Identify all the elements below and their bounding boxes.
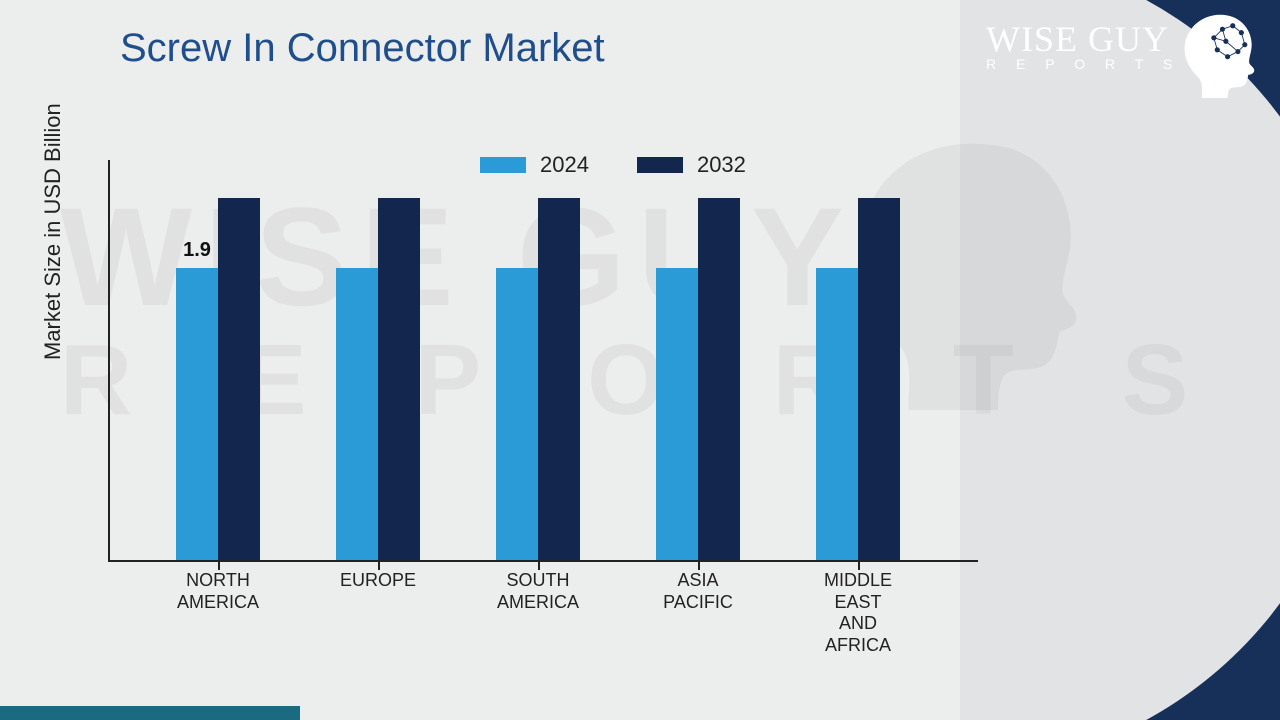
bar-value-label: 1.9 — [183, 239, 211, 262]
accent-bar — [0, 706, 300, 720]
bar — [858, 198, 900, 560]
bar — [176, 268, 218, 560]
category-label: NORTHAMERICA — [148, 570, 288, 613]
bar — [698, 198, 740, 560]
x-tick — [538, 560, 540, 570]
x-tick — [698, 560, 700, 570]
bar — [378, 198, 420, 560]
bar — [656, 268, 698, 560]
wiseguy-logo: WISE GUY R E P O R T S — [986, 18, 1256, 108]
category-label: EUROPE — [308, 570, 448, 592]
bar — [218, 198, 260, 560]
page-title: Screw In Connector Market — [120, 26, 605, 71]
category-label: MIDDLEEASTANDAFRICA — [788, 570, 928, 656]
category-label: SOUTHAMERICA — [468, 570, 608, 613]
bar — [538, 198, 580, 560]
x-tick — [218, 560, 220, 570]
logo-head-icon — [1176, 12, 1262, 98]
bar — [816, 268, 858, 560]
x-tick — [378, 560, 380, 570]
y-axis-title: Market Size in USD Billion — [40, 103, 66, 360]
bar — [496, 268, 538, 560]
category-label: ASIAPACIFIC — [628, 570, 768, 613]
chart-area: Market Size in USD Billion 1.9 NORTHAMER… — [90, 160, 990, 628]
plot-region: 1.9 — [108, 160, 978, 560]
bar — [336, 268, 378, 560]
x-axis-line — [108, 560, 978, 562]
x-tick — [858, 560, 860, 570]
